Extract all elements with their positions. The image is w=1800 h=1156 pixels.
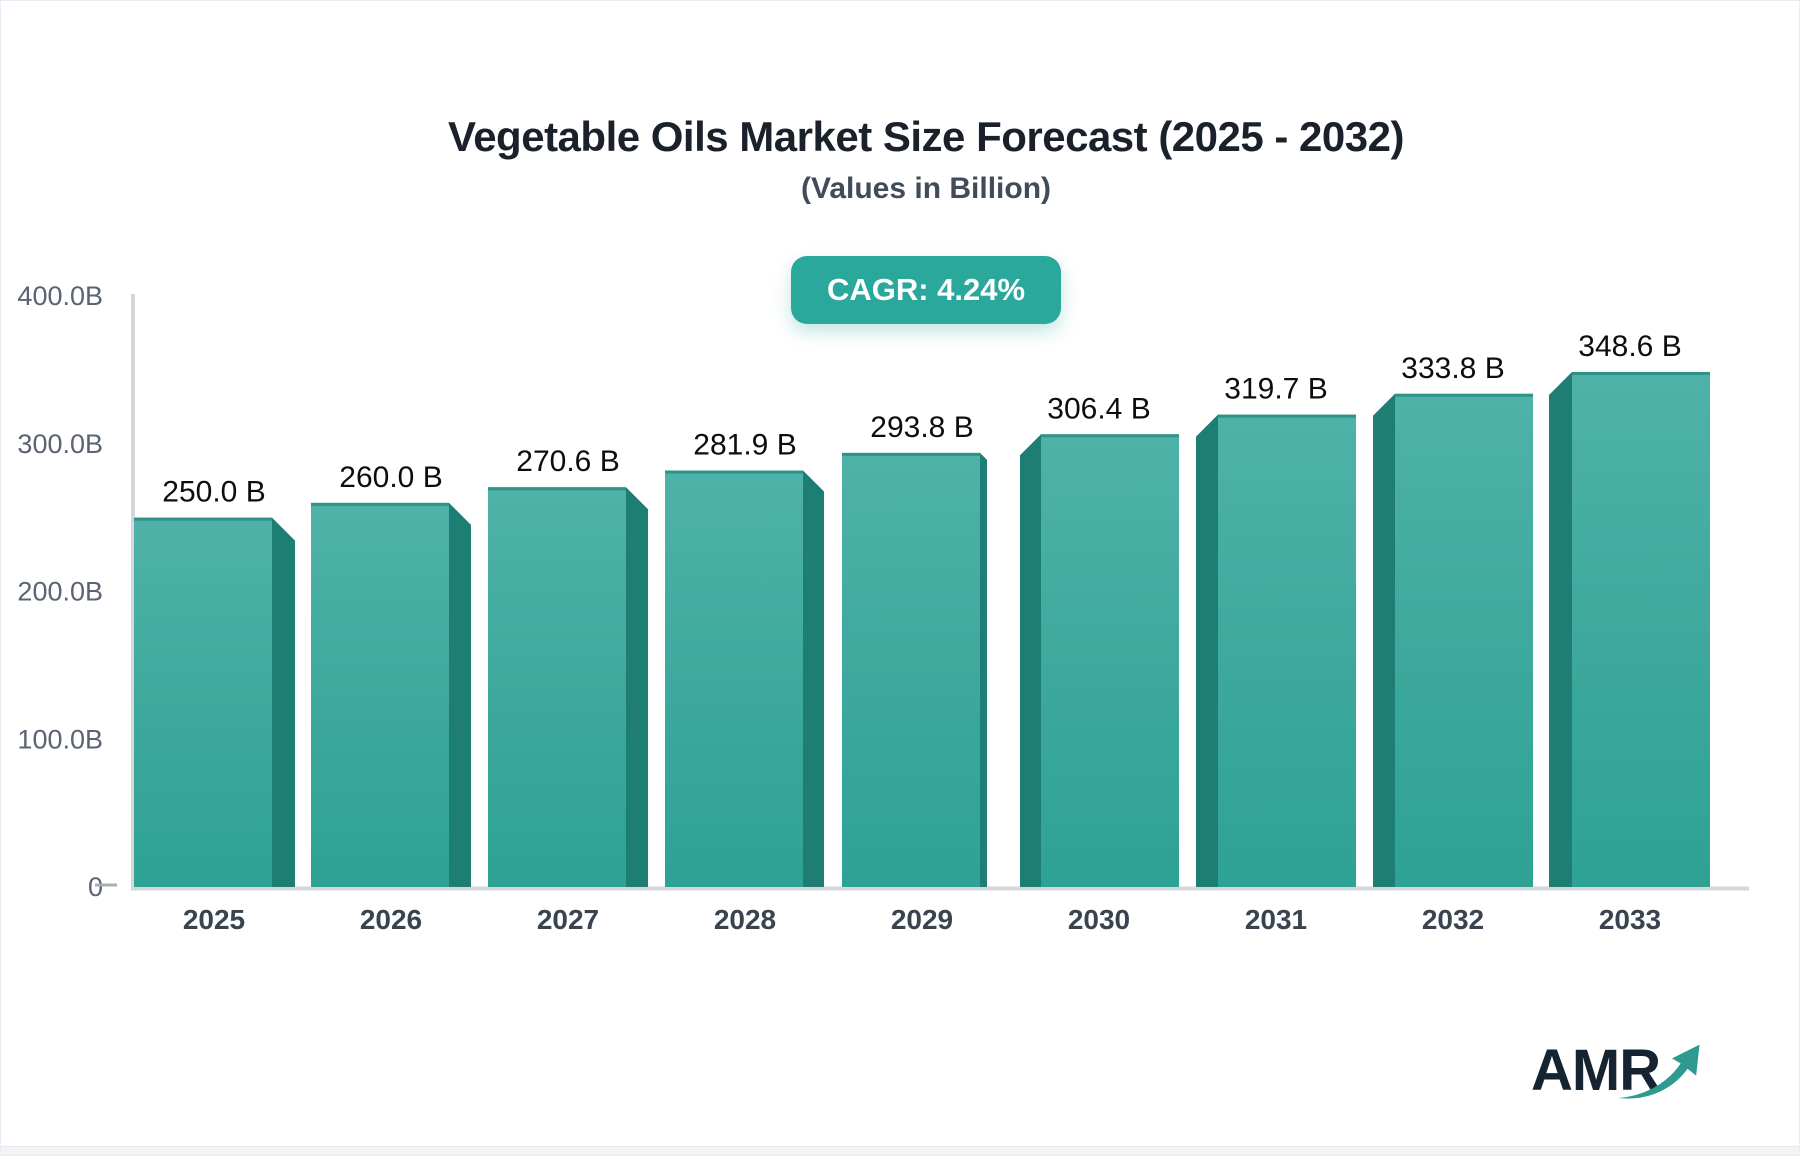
bar-side-face — [1020, 434, 1041, 887]
bar-front-face — [134, 517, 272, 887]
bar-value-label: 319.7 B — [1224, 373, 1327, 406]
cagr-badge: CAGR: 4.24% — [791, 256, 1061, 324]
bar-value-label: 293.8 B — [870, 411, 973, 444]
x-axis-label: 2033 — [1599, 904, 1661, 935]
bar-side-face — [1373, 393, 1395, 887]
bar-value-label: 250.0 B — [162, 476, 265, 509]
bar-side-face — [449, 502, 471, 887]
amr-logo: AMR — [1531, 1035, 1727, 1113]
bar-front-face — [311, 502, 449, 887]
x-axis-label: 2025 — [183, 904, 245, 935]
growth-arrow-icon — [1618, 1044, 1700, 1099]
x-axis-label: 2027 — [537, 904, 599, 935]
bar-value-label: 281.9 B — [693, 428, 796, 461]
x-axis-label: 2030 — [1068, 904, 1130, 935]
bar-2029 — [842, 452, 987, 887]
bar-side-face — [803, 470, 824, 887]
bar-value-label: 306.4 B — [1047, 392, 1150, 425]
bar-2027 — [488, 487, 648, 887]
bar-side-face — [1549, 371, 1572, 888]
bar-2033 — [1549, 371, 1710, 888]
bar-side-face — [272, 517, 295, 887]
y-axis-tick-label: 400.0B — [17, 281, 103, 311]
bar-2025 — [134, 517, 295, 887]
bar-front-face — [842, 452, 980, 887]
bar-2026 — [311, 502, 471, 887]
bar-front-face — [1218, 414, 1356, 887]
chart-title: Vegetable Oils Market Size Forecast (202… — [448, 113, 1404, 160]
x-axis-label: 2031 — [1245, 904, 1307, 935]
bar-value-label: 333.8 B — [1401, 352, 1504, 385]
x-axis-label: 2029 — [891, 904, 953, 935]
chart-subtitle: (Values in Billion) — [800, 172, 1052, 205]
y-axis-tick-label: 300.0B — [17, 429, 103, 459]
bar-front-face — [1395, 393, 1533, 887]
y-axis-tick-label: 100.0B — [17, 724, 103, 754]
bar-value-label: 260.0 B — [339, 461, 442, 494]
bar-2028 — [665, 470, 824, 887]
bar-front-face — [1041, 434, 1179, 887]
x-axis-label: 2026 — [360, 904, 422, 935]
bar-front-face — [1572, 371, 1710, 888]
bar-front-face — [665, 470, 803, 887]
x-axis-label: 2028 — [714, 904, 776, 935]
logo-text: AMR — [1531, 1038, 1661, 1103]
bar-side-face — [626, 487, 648, 887]
bar-2032 — [1373, 393, 1533, 887]
bar-value-label: 270.6 B — [516, 445, 619, 478]
x-axis-label: 2032 — [1422, 904, 1484, 935]
bar-side-face — [980, 452, 987, 887]
y-axis-tick-label: 0 — [88, 872, 103, 902]
bar-2030 — [1020, 434, 1179, 887]
bar-side-face — [1196, 414, 1218, 887]
bar-value-label: 348.6 B — [1578, 330, 1681, 363]
bottom-edge — [1, 1146, 1799, 1155]
y-axis-tick-label: 200.0B — [17, 577, 103, 607]
bar-front-face — [488, 487, 626, 887]
bar-2031 — [1196, 414, 1356, 887]
